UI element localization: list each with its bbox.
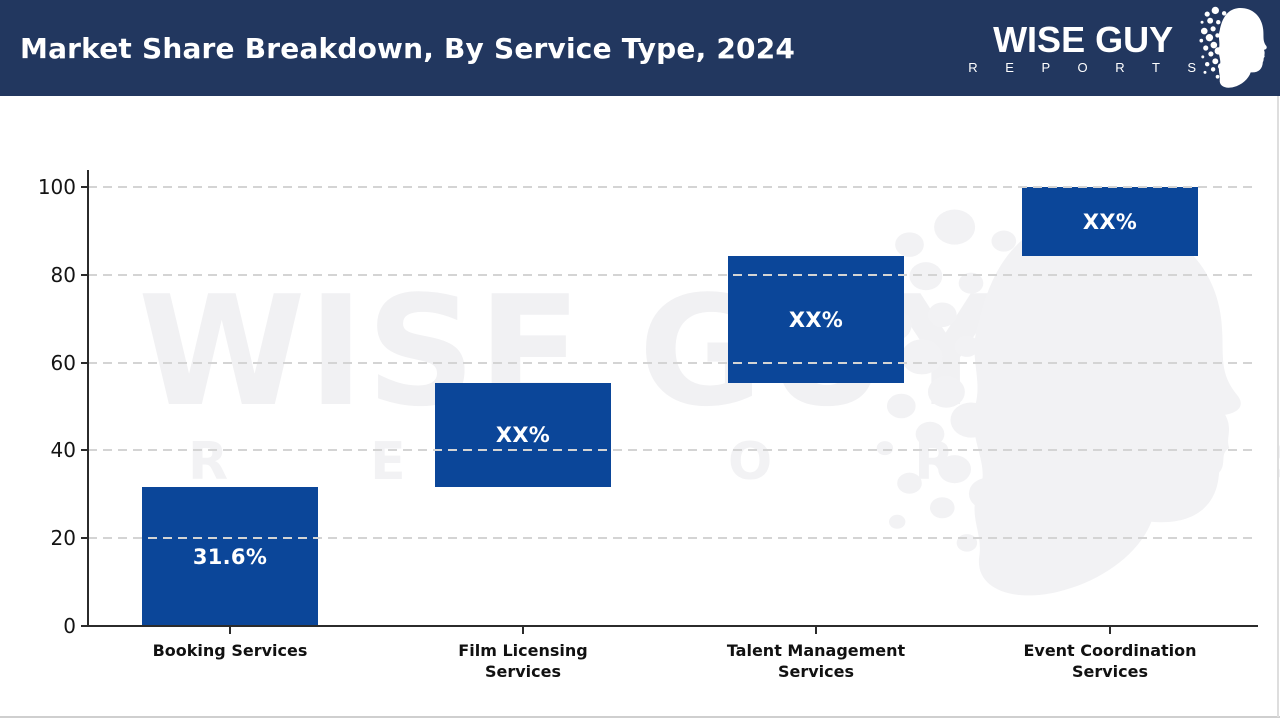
logo-head-icon	[1199, 6, 1267, 88]
gridline-80	[88, 273, 1258, 276]
bar-value-label: 31.6%	[192, 544, 268, 569]
x-axis-label-line: Booking Services	[152, 641, 308, 660]
x-tick-mark-film-licensing-services	[522, 627, 524, 634]
x-axis-label-line: Event Coordination	[1023, 641, 1197, 660]
logo-subtitle: R E P O R T S	[968, 59, 1208, 75]
gridline-60	[88, 361, 1258, 364]
bar-booking-services: 31.6%	[142, 487, 318, 626]
bar-value-label: XX%	[1082, 209, 1138, 234]
x-axis-label-film-licensing-services: Film Licensing Services	[383, 640, 663, 682]
x-axis-label-line: Film Licensing	[458, 641, 588, 660]
x-tick-mark-booking-services	[229, 627, 231, 634]
bar-value-label: XX%	[788, 307, 844, 332]
x-axis-label-line: Services	[1071, 662, 1149, 681]
gridline-40	[88, 449, 1258, 452]
x-axis-label-talent-management-services: Talent Management Services	[676, 640, 956, 682]
y-axis-label-0: 0	[63, 614, 76, 638]
x-tick-mark-talent-management-services	[815, 627, 817, 634]
right-divider	[1277, 96, 1279, 717]
x-axis-label-line: Services	[777, 662, 855, 681]
gridline-100	[88, 186, 1258, 188]
bar-film-licensing-services: XX%	[435, 383, 611, 488]
x-axis-line	[87, 625, 1258, 627]
y-axis-label-60: 60	[50, 350, 76, 375]
gridline-20	[88, 537, 1258, 540]
y-axis-label-100: 100	[37, 175, 76, 199]
y-tick-mark-40	[81, 449, 88, 452]
y-axis-label-80: 80	[50, 262, 76, 287]
y-axis-line	[87, 170, 89, 627]
bottom-divider	[0, 716, 1280, 718]
y-tick-mark-60	[81, 361, 88, 364]
x-axis-label-line: Services	[484, 662, 562, 681]
page-title: Market Share Breakdown, By Service Type,…	[20, 31, 796, 65]
y-tick-mark-0	[81, 625, 88, 627]
y-tick-mark-100	[81, 186, 88, 188]
x-axis-label-booking-services: Booking Services	[90, 640, 370, 661]
x-axis-label-line: Talent Management	[726, 641, 906, 660]
y-axis-label-20: 20	[50, 526, 76, 551]
logo-wordmark: WISE GUY	[993, 19, 1174, 61]
brand-logo: WISE GUY R E P O R T S	[958, 6, 1272, 90]
x-tick-mark-event-coordination-services	[1109, 627, 1111, 634]
bar-value-label: XX%	[495, 423, 551, 448]
x-axis-label-event-coordination-services: Event Coordination Services	[970, 640, 1250, 682]
y-tick-mark-20	[81, 537, 88, 540]
bar-event-coordination-services: XX%	[1022, 187, 1198, 257]
y-axis-label-40: 40	[50, 438, 76, 463]
brand-logo-text: WISE GUY R E P O R T S	[958, 21, 1208, 75]
y-tick-mark-80	[81, 273, 88, 276]
header-band: Market Share Breakdown, By Service Type,…	[0, 0, 1280, 96]
